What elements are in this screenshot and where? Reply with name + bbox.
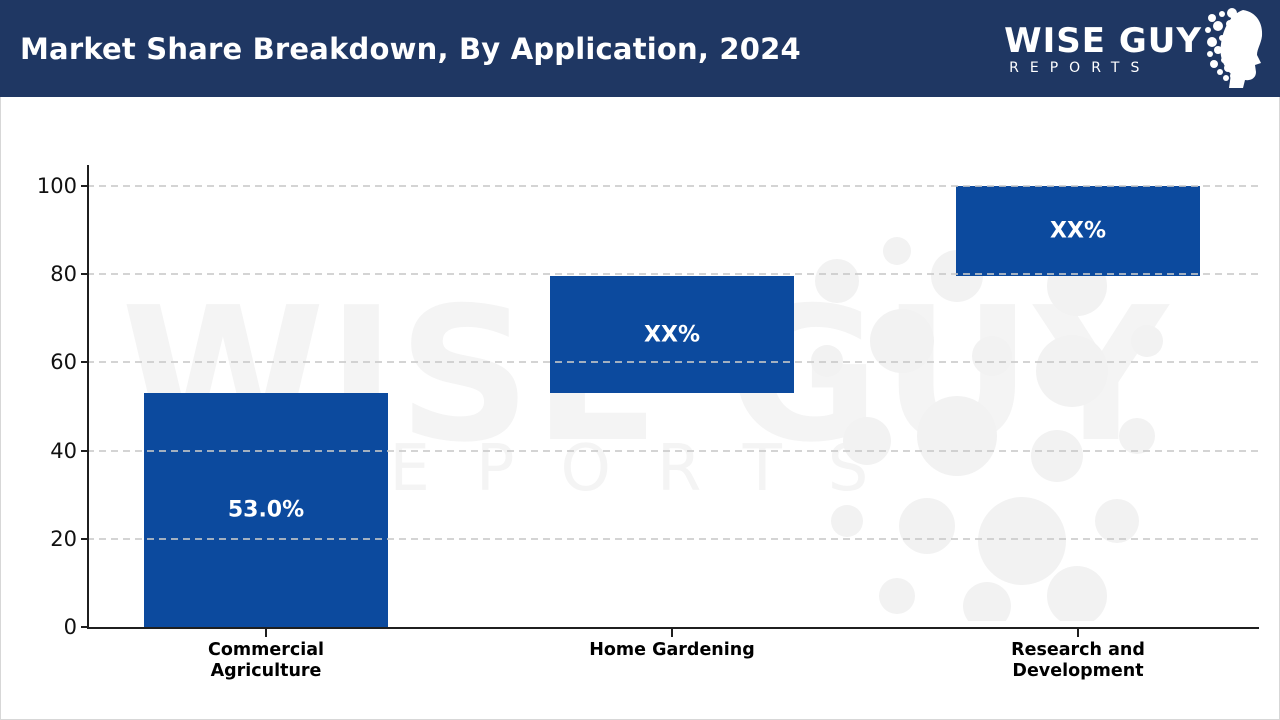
- x-category-label: Home Gardening: [589, 640, 755, 661]
- page-title: Market Share Breakdown, By Application, …: [20, 31, 801, 66]
- x-tick-mark: [1077, 629, 1079, 637]
- chart-area: WISE GUY REPORTS 53.0% XX% XX% 0 20 40 60 80 100…: [0, 97, 1280, 720]
- y-tick-mark: [81, 626, 88, 628]
- y-tick-mark: [81, 273, 88, 276]
- y-axis: [87, 165, 89, 629]
- bar-segment: [144, 393, 388, 627]
- gridline: [87, 449, 1259, 452]
- x-category-label-line: Agriculture: [210, 661, 322, 681]
- y-tick-mark: [81, 361, 88, 364]
- gridline: [87, 361, 1259, 364]
- y-tick-label: 60: [50, 350, 77, 375]
- x-category-label: Commercial Agriculture: [208, 640, 324, 682]
- bar-value-label: XX%: [1050, 218, 1106, 244]
- y-tick-label: 100: [36, 174, 77, 198]
- y-tick-label: 80: [50, 262, 77, 287]
- gridline: [87, 273, 1259, 276]
- x-axis: [87, 627, 1259, 629]
- logo-wordmark: WISE GUY: [1004, 21, 1202, 61]
- x-tick-mark: [671, 629, 673, 637]
- y-tick-label: 40: [50, 438, 77, 463]
- y-tick-mark: [81, 537, 88, 540]
- y-tick-label: 0: [63, 615, 77, 639]
- bar-value-label: XX%: [644, 322, 700, 348]
- gridline: [87, 185, 1259, 187]
- logo-subtext: REPORTS: [1009, 60, 1151, 76]
- y-tick-mark: [81, 449, 88, 452]
- x-category-label-line: Research and: [1011, 640, 1145, 660]
- y-tick-label: 20: [50, 526, 77, 551]
- x-tick-mark: [265, 629, 267, 637]
- bar-segment: [550, 276, 794, 394]
- x-category-label-line: Development: [1012, 661, 1144, 681]
- bar-value-label: 53.0%: [227, 497, 305, 523]
- plot-area: 53.0% XX% XX% 0 20 40 60 80 100 Commercial Agricul…: [1, 97, 1279, 719]
- y-tick-mark: [81, 185, 88, 187]
- x-category-label-line: Home Gardening: [589, 640, 755, 660]
- x-category-label: Research and Development: [1011, 640, 1145, 682]
- header-bar: Market Share Breakdown, By Application, …: [0, 0, 1280, 97]
- logo-head-icon: [1205, 8, 1263, 88]
- wiseguy-logo: WISE GUY REPORTS: [1004, 8, 1266, 90]
- x-category-label-line: Commercial: [207, 640, 325, 660]
- gridline: [87, 537, 1259, 540]
